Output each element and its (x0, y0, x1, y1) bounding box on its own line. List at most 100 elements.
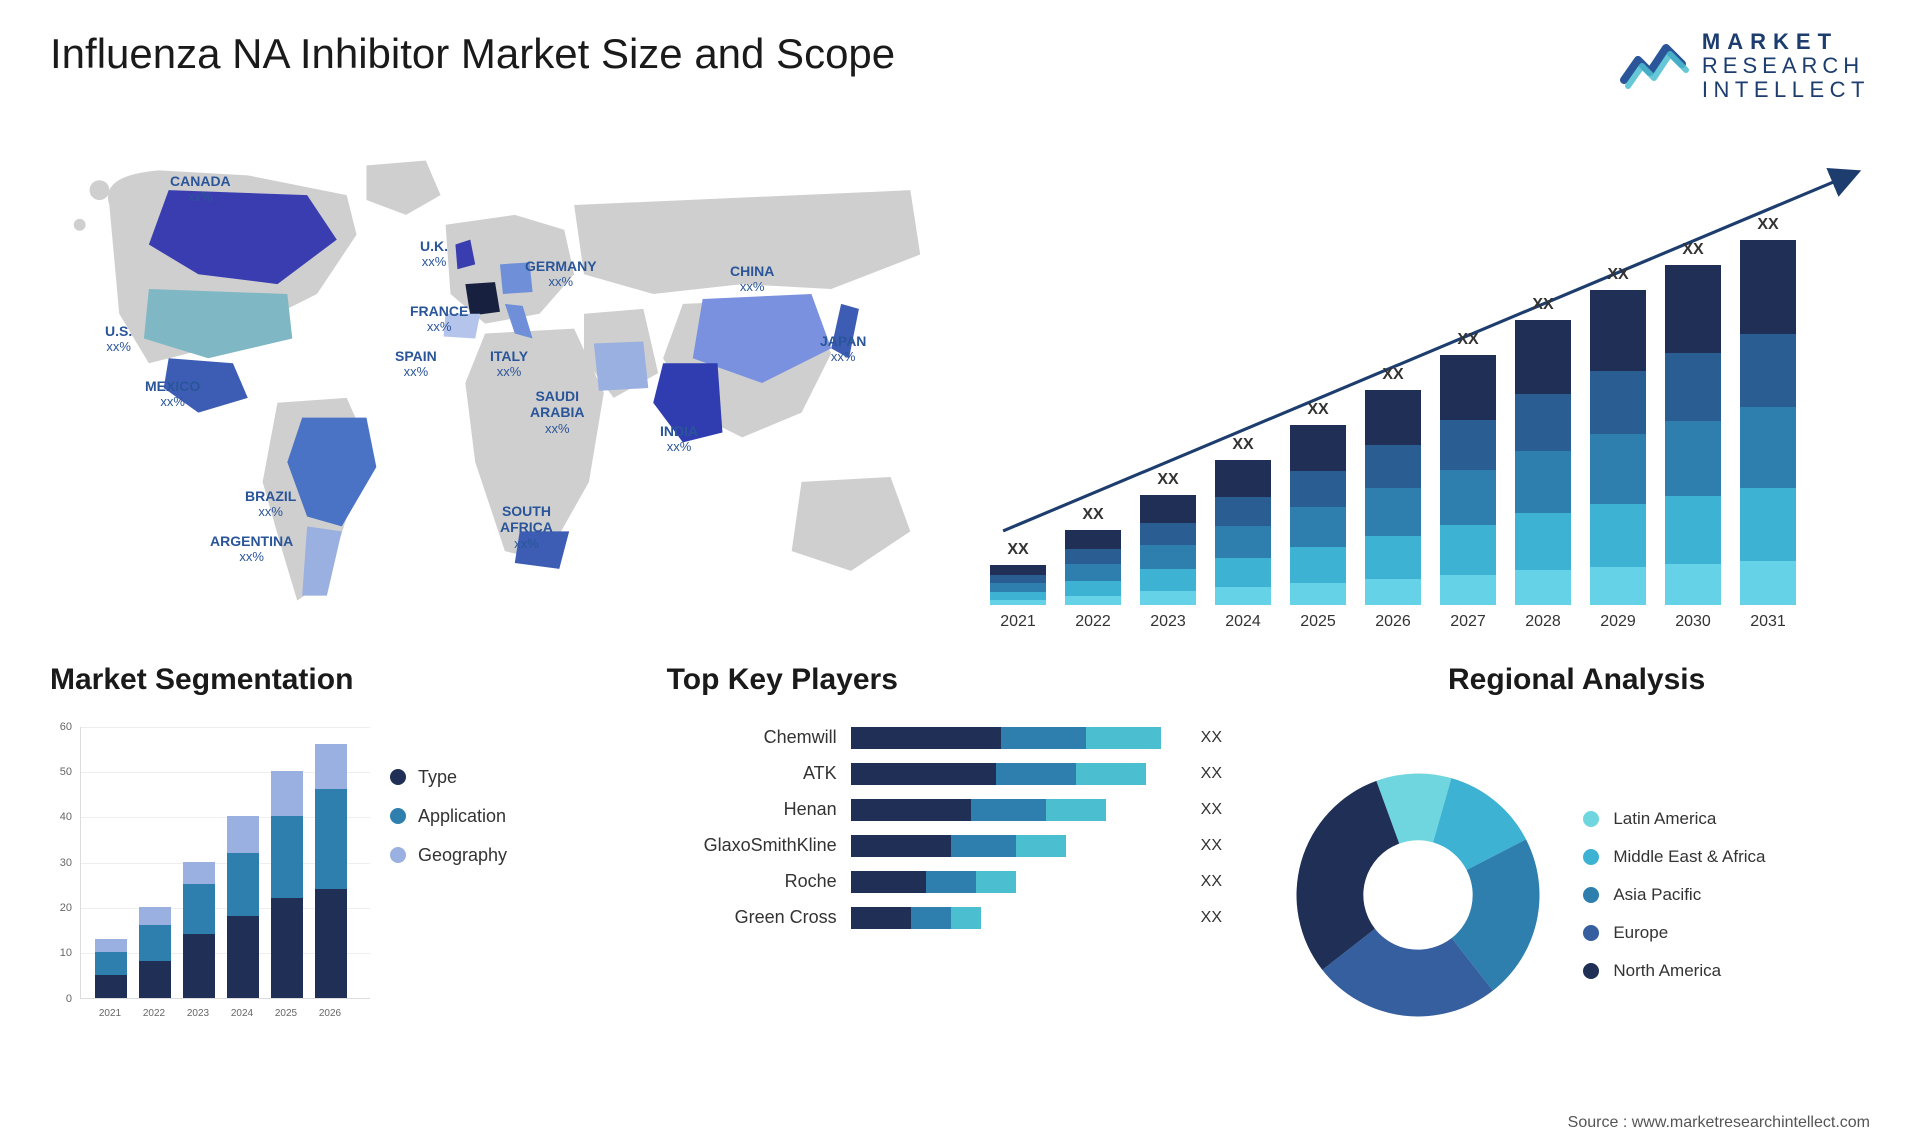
seg-ytick: 20 (50, 902, 72, 914)
kp-row: ATK XX (667, 763, 1254, 785)
reg-legend-item: Europe (1583, 923, 1765, 943)
kp-value: XX (1201, 873, 1222, 891)
growth-bar-label: XX (1665, 241, 1721, 259)
growth-bar-label: XX (1440, 331, 1496, 349)
reg-legend-item: Middle East & Africa (1583, 847, 1765, 867)
growth-bar: XX2022 (1065, 530, 1121, 605)
regional-panel: Regional Analysis Latin America Middle Ea… (1283, 663, 1870, 1063)
kp-value: XX (1201, 765, 1222, 783)
kp-label: Green Cross (667, 907, 837, 928)
map-label: FRANCExx% (410, 303, 468, 335)
seg-bar (227, 816, 259, 997)
kp-label: ATK (667, 763, 837, 784)
growth-bar-label: XX (1740, 216, 1796, 234)
kp-bar (851, 727, 1181, 749)
key-players-title: Top Key Players (667, 663, 1254, 697)
growth-bar-label: XX (1290, 401, 1346, 419)
segmentation-legend: Type Application Geography (390, 727, 507, 1063)
kp-row: Green Cross XX (667, 907, 1254, 929)
logo-text-2: RESEARCH (1702, 54, 1870, 78)
map-label: ITALYxx% (490, 348, 528, 380)
map-label: BRAZILxx% (245, 488, 296, 520)
growth-year-label: 2027 (1440, 613, 1496, 631)
regional-donut (1283, 760, 1553, 1030)
key-players-chart: Chemwill XX ATK XX Henan XX GlaxoSmithKline XX R… (667, 727, 1254, 943)
kp-bar (851, 907, 1181, 929)
map-label: ARGENTINAxx% (210, 533, 293, 565)
growth-bar: XX2029 (1590, 290, 1646, 605)
logo-mark-icon (1620, 36, 1690, 96)
growth-year-label: 2022 (1065, 613, 1121, 631)
growth-year-label: 2026 (1365, 613, 1421, 631)
growth-bar-label: XX (990, 541, 1046, 559)
logo-text-3: INTELLECT (1702, 78, 1870, 102)
map-country-france (465, 282, 500, 316)
seg-ytick: 10 (50, 947, 72, 959)
seg-legend-item: Application (390, 806, 507, 827)
kp-label: Henan (667, 799, 837, 820)
seg-legend-item: Geography (390, 845, 507, 866)
growth-year-label: 2028 (1515, 613, 1571, 631)
kp-value: XX (1201, 909, 1222, 927)
reg-legend-item: Latin America (1583, 809, 1765, 829)
growth-year-label: 2021 (990, 613, 1046, 631)
seg-ytick: 40 (50, 811, 72, 823)
seg-ytick: 60 (50, 721, 72, 733)
kp-value: XX (1201, 729, 1222, 747)
growth-bar-label: XX (1515, 296, 1571, 314)
kp-label: Roche (667, 871, 837, 892)
seg-ytick: 30 (50, 857, 72, 869)
growth-bar-label: XX (1215, 436, 1271, 454)
segmentation-title: Market Segmentation (50, 663, 637, 697)
seg-bar (183, 862, 215, 998)
map-country-saudi (594, 341, 648, 390)
map-label: U.K.xx% (420, 238, 448, 270)
growth-bar: XX2027 (1440, 355, 1496, 605)
logo-text-1: MARKET (1702, 30, 1870, 54)
seg-year-label: 2026 (314, 1008, 346, 1019)
growth-bar: XX2021 (990, 565, 1046, 605)
segmentation-panel: Market Segmentation 0102030405060 202120… (50, 663, 637, 1063)
kp-label: Chemwill (667, 727, 837, 748)
growth-bar: XX2025 (1290, 425, 1346, 605)
seg-bar (315, 744, 347, 998)
growth-bar-label: XX (1590, 266, 1646, 284)
source-attribution: Source : www.marketresearchintellect.com (1568, 1114, 1870, 1132)
key-players-panel: Top Key Players Chemwill XX ATK XX Henan XX Gl… (667, 663, 1254, 1063)
kp-value: XX (1201, 801, 1222, 819)
map-label: SOUTHAFRICAxx% (500, 503, 553, 552)
seg-year-label: 2022 (138, 1008, 170, 1019)
growth-bar: XX2030 (1665, 265, 1721, 605)
kp-label: GlaxoSmithKline (667, 835, 837, 856)
regional-legend: Latin America Middle East & Africa Asia Pa… (1583, 809, 1765, 981)
map-country-argentina (302, 526, 342, 595)
reg-legend-item: Asia Pacific (1583, 885, 1765, 905)
growth-bar: XX2031 (1740, 240, 1796, 605)
seg-year-label: 2023 (182, 1008, 214, 1019)
growth-bar: XX2026 (1365, 390, 1421, 605)
regional-title: Regional Analysis (1283, 663, 1870, 697)
growth-year-label: 2025 (1290, 613, 1346, 631)
seg-year-label: 2024 (226, 1008, 258, 1019)
growth-bar: XX2024 (1215, 460, 1271, 605)
map-label: SAUDIARABIAxx% (530, 388, 584, 437)
brand-logo: MARKET RESEARCH INTELLECT (1620, 30, 1870, 103)
map-label: U.S.xx% (105, 323, 132, 355)
reg-legend-item: North America (1583, 961, 1765, 981)
kp-value: XX (1201, 837, 1222, 855)
seg-legend-item: Type (390, 767, 507, 788)
map-label: GERMANYxx% (525, 258, 597, 290)
growth-year-label: 2023 (1140, 613, 1196, 631)
seg-year-label: 2025 (270, 1008, 302, 1019)
map-label: JAPANxx% (820, 333, 866, 365)
growth-year-label: 2029 (1590, 613, 1646, 631)
growth-bar: XX2023 (1140, 495, 1196, 605)
growth-year-label: 2031 (1740, 613, 1796, 631)
kp-bar (851, 763, 1181, 785)
growth-bar: XX2028 (1515, 320, 1571, 605)
page-title: Influenza NA Inhibitor Market Size and S… (50, 30, 895, 78)
kp-bar (851, 835, 1181, 857)
map-label: SPAINxx% (395, 348, 437, 380)
kp-bar (851, 871, 1181, 893)
growth-year-label: 2024 (1215, 613, 1271, 631)
